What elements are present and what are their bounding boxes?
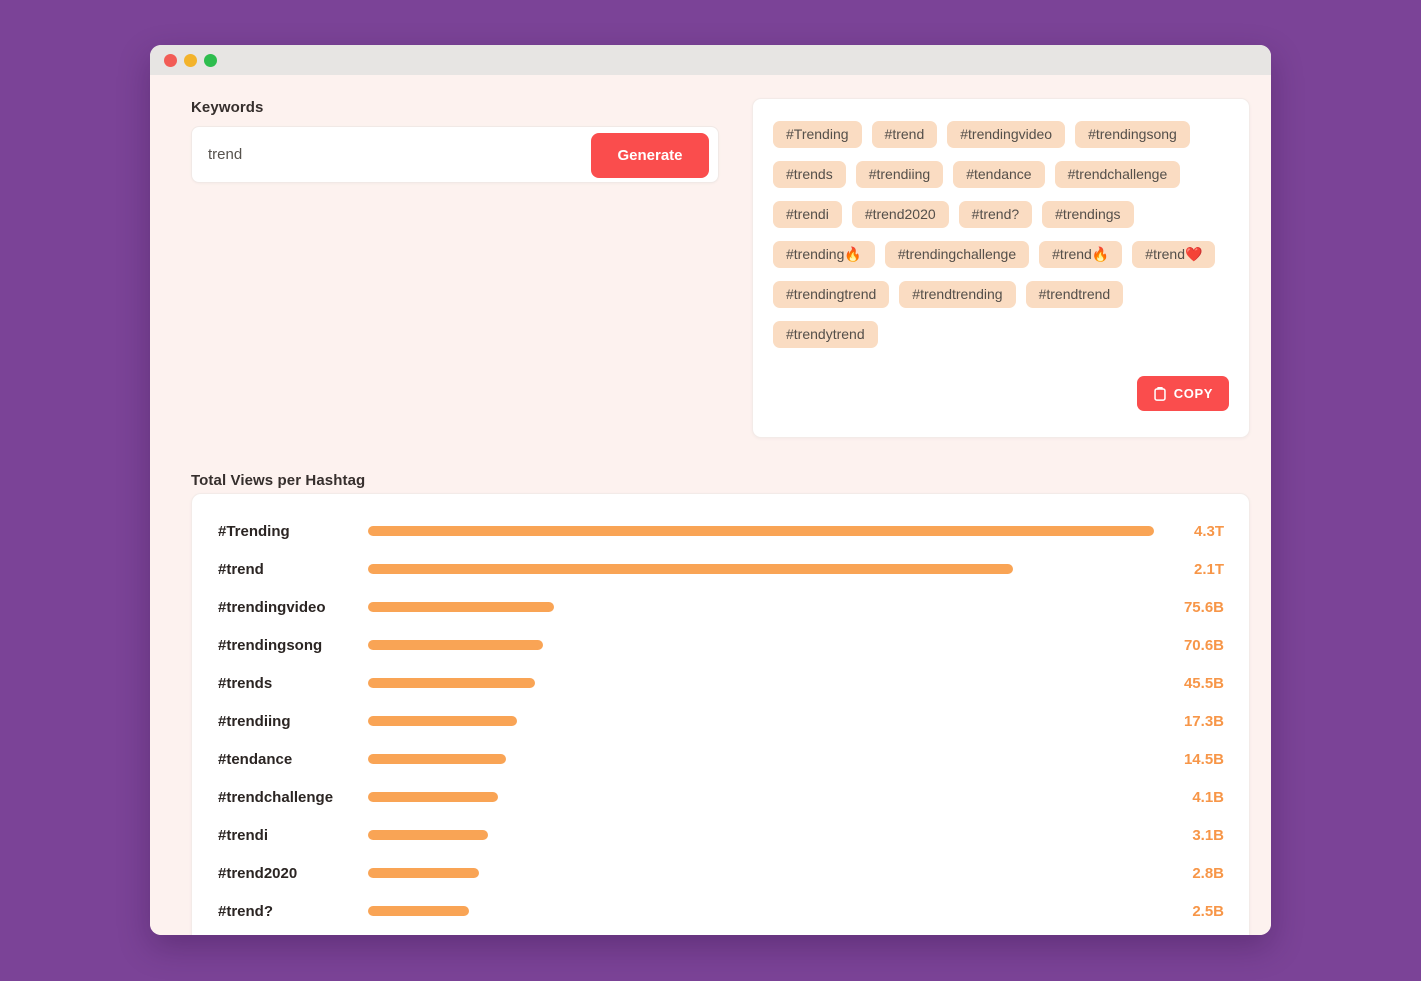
chart-row-value: 3.1B (1192, 826, 1224, 844)
close-window-button[interactable] (164, 53, 177, 67)
chart-row-label: #trendi (218, 826, 269, 844)
hashtag-chip-list: #Trending #trend #trendingvideo #trendingso… (773, 121, 1229, 348)
chart-bar (368, 792, 498, 802)
chart-bar-zone (368, 830, 1154, 840)
chart-row-label: #trend2020 (218, 864, 298, 882)
chart-bar (368, 602, 555, 612)
keywords-label: Keywords (191, 99, 264, 116)
chart-bar (368, 678, 536, 688)
copy-button[interactable]: COPY (1136, 376, 1229, 411)
chart-bar-zone (368, 640, 1154, 650)
chart-row-value: 2.1T (1193, 560, 1224, 578)
chart-bar (368, 830, 489, 840)
chart-bar-zone (368, 868, 1154, 878)
hashtag-chip[interactable]: #trendtrending (899, 281, 1016, 308)
hashtag-chip[interactable]: #trendingsong (1075, 121, 1190, 148)
hashtag-chip[interactable]: #trending🔥 (773, 241, 875, 268)
chart-bar (368, 564, 1013, 574)
app-window: Keywords Generate #Trending #trend #trendi… (150, 45, 1271, 935)
chart-bar-zone (368, 792, 1154, 802)
chart-row-label: #trend (218, 560, 264, 578)
hashtag-chip[interactable]: #trendtrend (1025, 281, 1124, 308)
chart-bar-zone (368, 602, 1154, 612)
generate-button[interactable]: Generate (591, 133, 709, 178)
chart-bar (368, 526, 1154, 536)
hashtag-chip[interactable]: #trendingtrend (773, 281, 890, 308)
chart-row-label: #trendiing (218, 712, 291, 730)
hashtag-results-card: #Trending #trend #trendingvideo #trendingso… (752, 98, 1250, 438)
hashtag-chip[interactable]: #trendi (773, 201, 842, 228)
hashtag-chip[interactable]: #trendingvideo (947, 121, 1066, 148)
chart-bar-zone (368, 678, 1154, 688)
chart-row-value: 70.6B (1183, 636, 1224, 654)
hashtag-chip[interactable]: #trend🔥 (1039, 241, 1123, 268)
keywords-input-container: Generate (191, 126, 719, 183)
chart-row-label: #trendchallenge (218, 788, 334, 806)
chart-row-label: #trendingvideo (218, 598, 326, 616)
minimize-window-button[interactable] (184, 53, 197, 67)
hashtag-chip[interactable]: #trend2020 (851, 201, 949, 228)
hashtag-chip[interactable]: #trendchallenge (1054, 161, 1181, 188)
hashtag-chip[interactable]: #trendingchallenge (884, 241, 1030, 268)
chart-row-value: 2.5B (1192, 902, 1224, 920)
chart-row: #tendance 14.5B (218, 740, 1224, 778)
chart-bar (368, 868, 479, 878)
hashtag-chip[interactable]: #trends (773, 161, 846, 188)
chart-row-label: #trend? (218, 902, 274, 920)
chart-bar-zone (368, 754, 1154, 764)
hashtag-chip[interactable]: #trendytrend (773, 321, 878, 348)
chart-bar (368, 716, 517, 726)
chart-row-label: #trends (218, 674, 273, 692)
chart-rows: #Trending 4.3T #trend 2.1T #trendingvideo 75.… (218, 512, 1224, 930)
chart-row-label: #Trending (218, 522, 290, 540)
chart-row-value: 14.5B (1183, 750, 1224, 768)
hashtag-chip[interactable]: #trendings (1042, 201, 1134, 228)
chart-row-value: 4.3T (1193, 522, 1224, 540)
maximize-window-button[interactable] (204, 53, 217, 67)
chart-bar (368, 906, 470, 916)
chart-card: #Trending 4.3T #trend 2.1T #trendingvideo 75.… (191, 493, 1250, 935)
chart-row: #trend2020 2.8B (218, 854, 1224, 892)
hashtag-chip[interactable]: #tendance (953, 161, 1045, 188)
hashtag-chip[interactable]: #trend❤️ (1132, 241, 1216, 268)
chart-bar-zone (368, 526, 1154, 536)
chart-row: #trendchallenge 4.1B (218, 778, 1224, 816)
clipboard-icon (1153, 386, 1167, 402)
chart-row-label: #trendingsong (218, 636, 323, 654)
copy-button-label: COPY (1173, 386, 1213, 401)
chart-row-value: 75.6B (1183, 598, 1224, 616)
chart-bar (368, 754, 507, 764)
chart-row: #trend? 2.5B (218, 892, 1224, 930)
chart-row: #trendiing 17.3B (218, 702, 1224, 740)
keywords-section: Keywords Generate (191, 99, 719, 183)
chart-row-value: 17.3B (1183, 712, 1224, 730)
window-body: Keywords Generate #Trending #trend #trendi… (150, 75, 1271, 935)
chart-row: #trends 45.5B (218, 664, 1224, 702)
hashtag-chip[interactable]: #Trending (773, 121, 862, 148)
chart-row-value: 45.5B (1183, 674, 1224, 692)
hashtag-chip[interactable]: #trend? (958, 201, 1033, 228)
chart-bar-zone (368, 716, 1154, 726)
chart-row: #Trending 4.3T (218, 512, 1224, 550)
hashtag-chip[interactable]: #trend (871, 121, 938, 148)
chart-row: #trend 2.1T (218, 550, 1224, 588)
chart-bar-zone (368, 564, 1154, 574)
chart-title: Total Views per Hashtag (191, 472, 366, 489)
chart-row-value: 2.8B (1192, 864, 1224, 882)
chart-row: #trendingsong 70.6B (218, 626, 1224, 664)
chart-bar (368, 640, 544, 650)
chart-bar-zone (368, 906, 1154, 916)
chart-row-value: 4.1B (1192, 788, 1224, 806)
chart-row: #trendingvideo 75.6B (218, 588, 1224, 626)
hashtag-chip[interactable]: #trendiing (855, 161, 944, 188)
window-titlebar (150, 45, 1271, 75)
chart-row-label: #tendance (218, 750, 293, 768)
chart-row: #trendi 3.1B (218, 816, 1224, 854)
